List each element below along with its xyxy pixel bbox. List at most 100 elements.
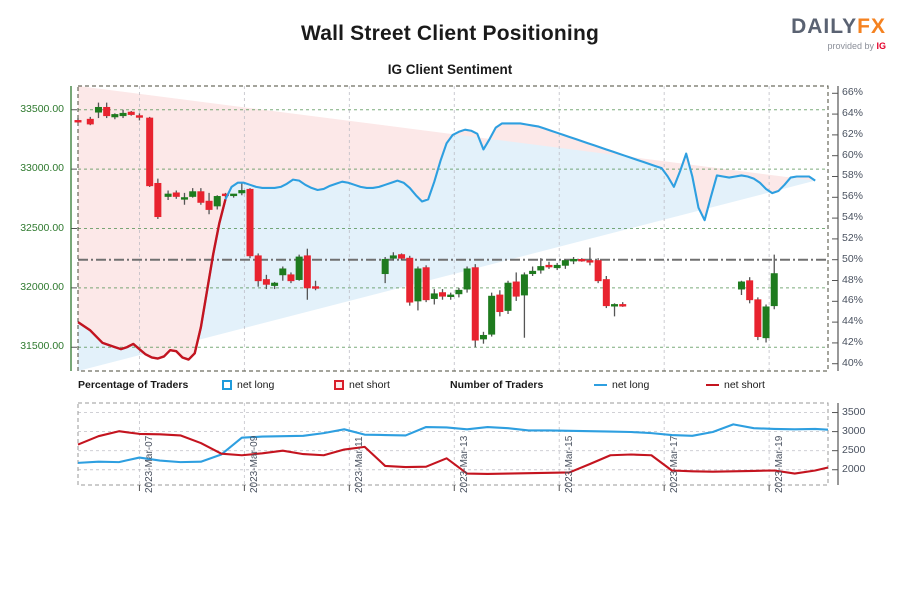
net-short-percentage-line [77, 290, 209, 361]
candle-body [754, 299, 762, 337]
page-subtitle: IG Client Sentiment [387, 62, 513, 77]
candle-body [111, 114, 119, 118]
net-short-line-icon [706, 383, 719, 387]
candle-body [762, 306, 770, 339]
candle-body [230, 193, 238, 197]
candle-body [303, 255, 311, 289]
candle-body [254, 255, 262, 282]
candle-body [287, 274, 295, 282]
candle-body [586, 260, 594, 263]
price-tick-label: 32000.00 [20, 280, 64, 293]
candle-body [246, 188, 254, 257]
logo-brand-fx: FX [857, 15, 886, 38]
candle-body [238, 190, 246, 194]
candle-body [312, 286, 320, 289]
percentage-tick-label: 44% [842, 315, 864, 328]
trader-count-tick-label: 2000 [842, 462, 866, 475]
percentage-tick-label: 60% [842, 148, 864, 161]
date-tick-label: 2023-Mar-15 [564, 435, 576, 493]
candle-body [189, 191, 197, 197]
date-tick-label: 2023-Mar-09 [249, 435, 261, 493]
legend-item-pct-net-short: net short [334, 379, 390, 391]
candle-body [197, 191, 205, 203]
candle-body [594, 260, 602, 282]
candle-body [496, 294, 504, 313]
bottom-gridlines [78, 403, 828, 485]
dailyfx-logo: DAILYFX provided by IG [791, 16, 886, 51]
date-tick-label: 2023-Mar-19 [774, 435, 786, 493]
legend-label-pct-net-long: net long [237, 379, 275, 391]
price-tick-label: 33500.00 [20, 102, 64, 115]
net-short-crossing-segment [205, 199, 227, 292]
candle-body [479, 334, 487, 340]
candle-body [488, 295, 496, 335]
percentage-tick-label: 66% [842, 86, 864, 99]
candle-body [578, 258, 586, 262]
logo-provider-ig: IG [876, 41, 886, 51]
candle-body [398, 254, 406, 259]
net-long-line-icon [594, 383, 607, 387]
legend-group-number-label: Number of Traders [450, 379, 544, 391]
candle-body [135, 115, 143, 118]
net-short-area [78, 86, 816, 360]
main-panel-border [77, 85, 829, 372]
candle-body [74, 120, 82, 123]
price-tick-label: 31500.00 [20, 340, 64, 353]
candle-body [103, 106, 111, 117]
candle-body [770, 273, 778, 307]
percentage-tick-label: 48% [842, 273, 864, 286]
candle-body [119, 112, 127, 117]
candle-body [86, 118, 94, 125]
candle-body [422, 267, 430, 301]
legend-label-pct-net-short: net short [349, 379, 390, 391]
candle-body [520, 274, 528, 296]
legend-label-num-net-short: net short [724, 379, 765, 391]
candle-body [737, 281, 745, 290]
candle-body [463, 268, 471, 290]
candle-body [430, 293, 438, 299]
percentage-tick-label: 62% [842, 127, 864, 140]
chart-legend: Percentage of Traders net long net short… [78, 379, 838, 397]
percentage-tick-label: 46% [842, 294, 864, 307]
logo-provided-text: provided by [827, 41, 874, 51]
candlestick-series [74, 102, 778, 348]
net-short-box-icon [334, 380, 344, 390]
candle-body [447, 294, 455, 298]
candle-body [154, 182, 162, 218]
candle-body [172, 192, 180, 197]
date-tick-label: 2023-Mar-07 [144, 435, 156, 493]
legend-item-pct-net-long: net long [222, 379, 274, 391]
candle-body [279, 268, 287, 276]
candle-body [746, 280, 754, 301]
candle-body [295, 256, 303, 280]
candle-body [213, 196, 221, 207]
candle-body [512, 281, 520, 297]
percentage-tick-label: 40% [842, 356, 864, 369]
legend-group-percentage-label: Percentage of Traders [78, 379, 189, 391]
candle-body [439, 292, 447, 297]
candle-body [389, 255, 397, 259]
candle-body [262, 279, 270, 285]
legend-item-num-net-long: net long [594, 379, 649, 391]
candle-body [406, 257, 414, 303]
candle-body [146, 117, 154, 187]
candle-body [611, 304, 619, 307]
bottom-panel-border [77, 402, 829, 486]
percentage-tick-label: 64% [842, 107, 864, 120]
date-tick-label: 2023-Mar-17 [669, 435, 681, 493]
candle-body [180, 197, 188, 200]
candle-body [94, 106, 102, 113]
trader-count-tick-label: 2500 [842, 443, 866, 456]
candle-body [271, 282, 279, 286]
candle-body [529, 270, 537, 275]
candle-body [414, 268, 422, 302]
trader-count-tick-label: 3000 [842, 424, 866, 437]
price-tick-label: 32500.00 [20, 221, 64, 234]
logo-provided-by: provided by IG [791, 42, 886, 51]
percentage-tick-label: 52% [842, 231, 864, 244]
page-title: Wall Street Client Positioning [300, 22, 600, 45]
candle-body [504, 282, 512, 311]
candle-body [205, 200, 213, 210]
trader-count-net-short-line [77, 430, 829, 475]
